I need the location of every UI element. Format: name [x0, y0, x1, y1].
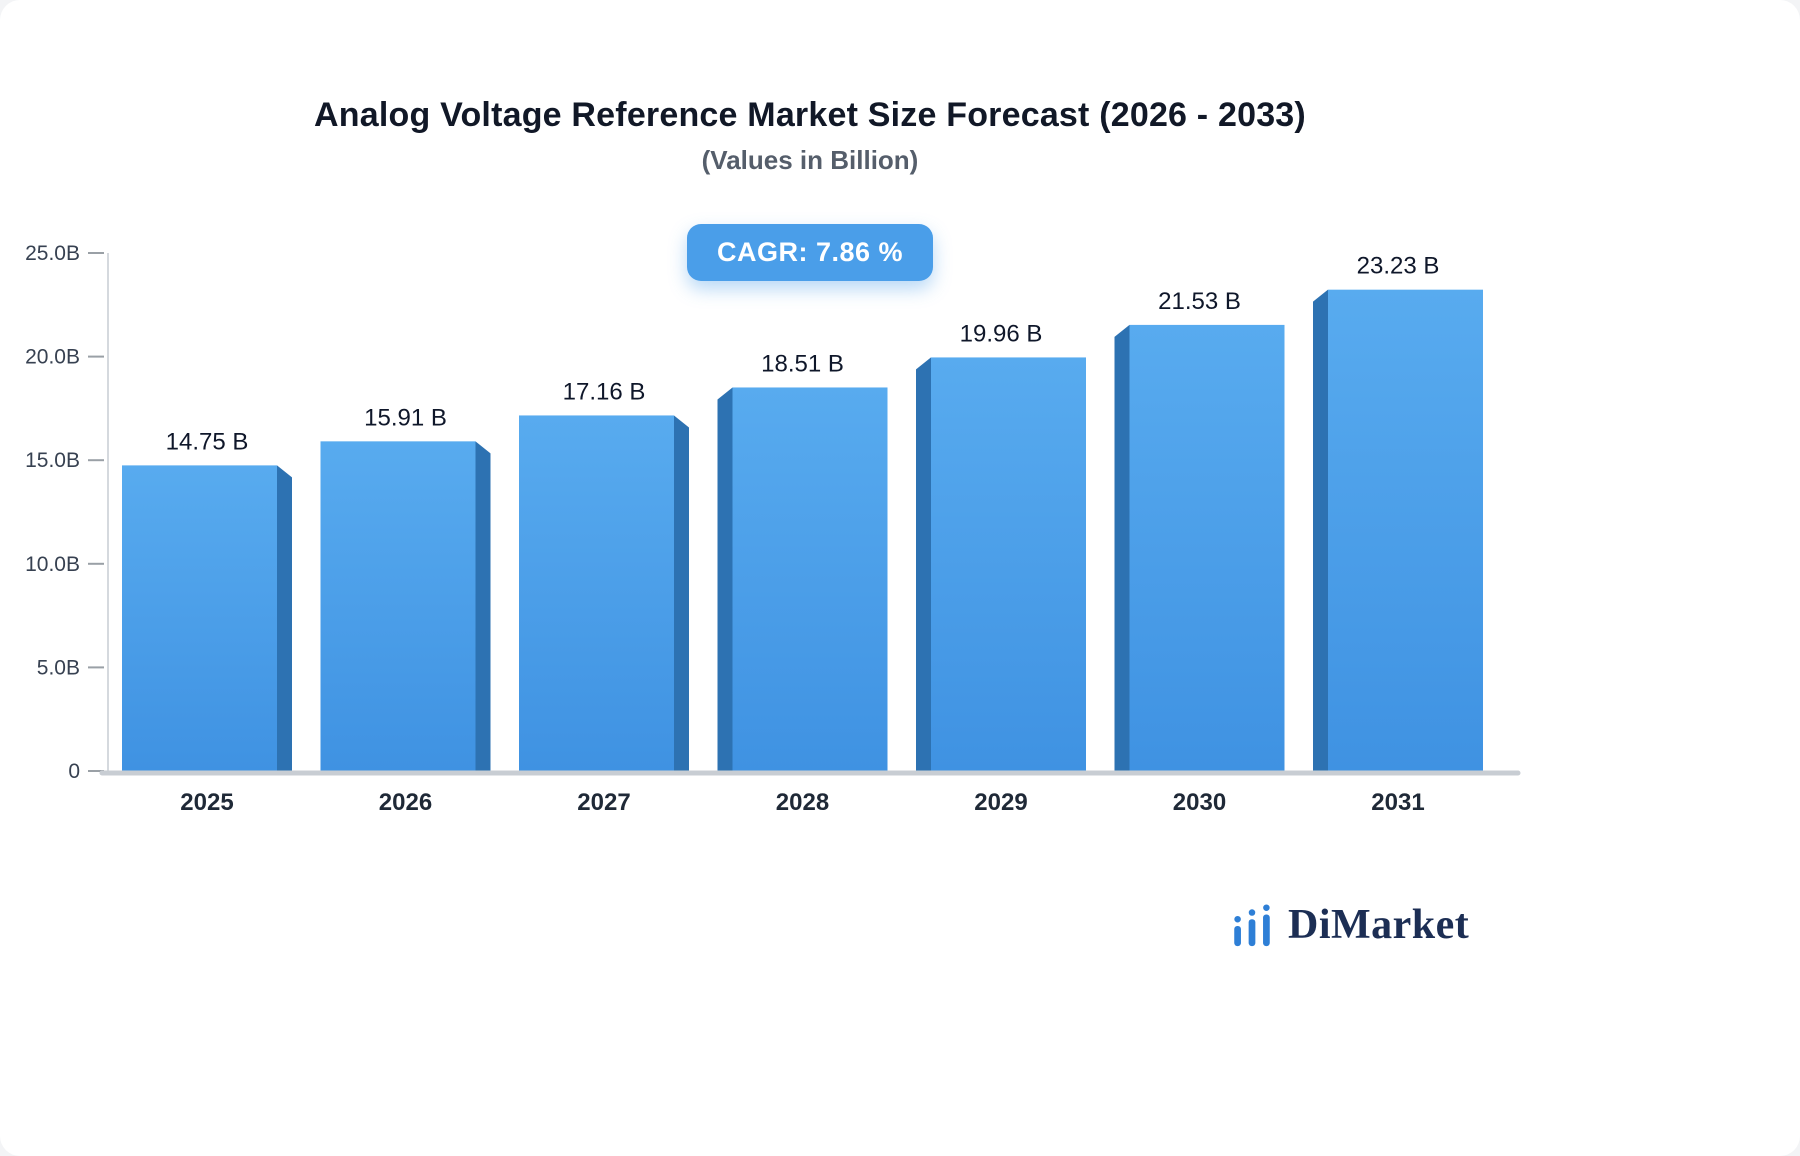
x-axis-label: 2028: [776, 789, 829, 816]
bar-chart: 0 5.0B 10.0B 15.0B 20.0B 25.0B 14.75 B 2025 15.9…: [25, 242, 1521, 816]
y-tick-label: 10.0B: [25, 553, 80, 576]
y-tick-label: 15.0B: [25, 449, 80, 472]
bar-value-label: 19.96 B: [960, 320, 1043, 347]
bar-side-face: [717, 387, 733, 771]
bar: [122, 465, 277, 771]
bar-value-label: 23.23 B: [1357, 253, 1440, 280]
bar-side-face: [475, 441, 491, 771]
bar-group: 15.91 B 2026: [320, 404, 491, 816]
bar: [320, 441, 476, 771]
x-axis-label: 2030: [1173, 789, 1226, 816]
bar-side-face: [1114, 324, 1130, 771]
bar-side-face: [916, 357, 931, 771]
bar: [1328, 289, 1483, 771]
bar-value-label: 15.91 B: [364, 404, 447, 431]
x-axis-label: 2027: [577, 789, 630, 816]
x-axis-label: 2029: [974, 789, 1027, 816]
bar-side-face: [674, 415, 689, 771]
dimarket-logo-text: DiMarket: [1288, 902, 1470, 948]
bar: [931, 357, 1086, 771]
cagr-badge-zone: CAGR: 7.86 %: [0, 224, 1620, 281]
dimarket-logo: DiMarket: [1228, 900, 1469, 950]
y-tick-label: 25.0B: [25, 242, 80, 265]
chart-subtitle: (Values in Billion): [701, 145, 919, 175]
x-axis-label: 2025: [180, 789, 233, 816]
bar-value-label: 18.51 B: [761, 350, 844, 377]
bar-group: 18.51 B 2028: [717, 350, 888, 816]
x-axis-label: 2026: [379, 789, 432, 816]
bar-group: 19.96 B 2029: [916, 320, 1086, 816]
y-tick-label: 5.0B: [37, 656, 80, 679]
x-axis-label: 2031: [1371, 789, 1424, 816]
bar-group: 21.53 B 2030: [1114, 288, 1285, 816]
cagr-badge: CAGR: 7.86 %: [686, 224, 934, 281]
bar-value-label: 17.16 B: [563, 378, 646, 405]
y-tick-label: 20.0B: [25, 346, 80, 369]
bar-value-label: 21.53 B: [1158, 288, 1241, 315]
bar-chart-icon: [1234, 904, 1270, 947]
bar-side-face: [1313, 289, 1328, 771]
chart-title: Analog Voltage Reference Market Size For…: [314, 96, 1306, 134]
bar-group: 14.75 B 2025: [122, 428, 292, 816]
bar-group: 23.23 B 2031: [1313, 253, 1483, 816]
bar-value-label: 14.75 B: [166, 428, 249, 455]
y-tick-label: 0: [68, 760, 80, 783]
bar: [732, 387, 888, 771]
bar: [1129, 324, 1285, 771]
chart-header: Analog Voltage Reference Market Size For…: [0, 0, 1620, 176]
bar-side-face: [277, 465, 292, 771]
bar-group: 17.16 B 2027: [519, 378, 689, 816]
bar: [519, 415, 674, 771]
